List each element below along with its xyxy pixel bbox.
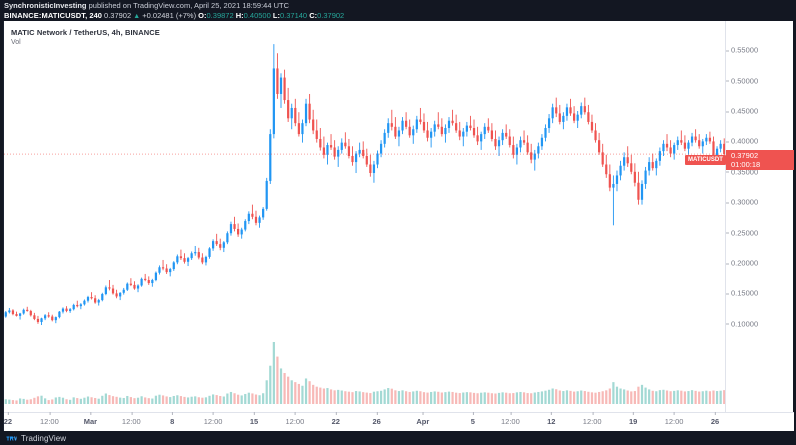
price-tick-label: 0.35000: [725, 167, 759, 177]
time-tick-label: 12: [547, 412, 556, 426]
attribution-line: SynchronisticInvesting published on Trad…: [4, 1, 796, 11]
time-tick-label: 12:00: [40, 412, 59, 426]
high-key: H:: [235, 11, 244, 20]
time-tick-label: Mar: [83, 412, 98, 426]
time-tick-label: 12:00: [121, 412, 141, 426]
price-axis[interactable]: 0.55000 0.50000 0.45000 0.40000 0.35000 0.300…: [725, 21, 794, 412]
close-value: 0.37902: [317, 11, 345, 20]
open-value: 0.39872: [206, 11, 234, 20]
price-plot-area[interactable]: [4, 21, 726, 412]
time-tick-label: 19: [629, 412, 638, 426]
attribution-header: SynchronisticInvesting published on Trad…: [0, 0, 796, 21]
current-price-value: 0.37902: [731, 151, 759, 161]
low-key: L:: [272, 11, 280, 20]
brand-name: TradingView: [21, 433, 67, 443]
attribution-author: SynchronisticInvesting: [4, 1, 87, 10]
time-tick-label: 22: [331, 412, 340, 426]
price-tick-label: 0.10000: [725, 319, 759, 329]
time-tick-label: 15: [249, 412, 259, 426]
symbol-price-tag[interactable]: MATICUSDT: [685, 155, 726, 166]
time-tick-label: 26: [372, 412, 381, 426]
price-tick-label: 0.50000: [725, 76, 759, 86]
attribution-rest: published on TradingView.com, April 25, …: [86, 1, 290, 10]
chart-pane[interactable]: MATIC Network / TetherUS, 4h, BINANCE Vo…: [3, 21, 794, 431]
high-value: 0.40500: [243, 11, 271, 20]
time-axis[interactable]: 22 12:00 Mar 12:00 8 12:00 15 12:00 22 26 Apr 5 12:0…: [4, 412, 794, 431]
low-value: 0.37140: [279, 11, 308, 20]
time-tick-label: 22: [3, 412, 13, 426]
branding-bar: TradingView: [0, 431, 796, 445]
open-key: O:: [198, 11, 207, 20]
candlestick-svg: [4, 44, 726, 404]
price-change-value: +0.02481 (+7%): [142, 11, 197, 20]
price-tick-label: 0.55000: [725, 45, 759, 55]
price-tick-label: 0.30000: [725, 197, 759, 207]
price-tick-label: 0.25000: [725, 228, 759, 238]
time-tick-label: 12:00: [664, 412, 684, 426]
time-tick-label: 8: [170, 412, 175, 426]
time-tick-label: 12:00: [203, 412, 223, 426]
tradingview-logo-icon: [6, 436, 17, 440]
last-price-value: 0.37902: [104, 11, 132, 20]
price-tick-label: 0.45000: [725, 106, 759, 116]
interval-label[interactable]: 240: [89, 11, 102, 20]
price-tick-label: 0.15000: [725, 288, 759, 298]
symbol-quote-line: BINANCE:MATICUSDT, 240 0.37902 ▲ +0.0248…: [4, 11, 796, 21]
current-price-badge[interactable]: 0.37902 01:00:18: [726, 150, 794, 171]
time-tick-label: 12:00: [501, 412, 520, 426]
time-tick-label: 26: [710, 412, 720, 426]
time-tick-label: Apr: [416, 412, 430, 426]
price-tick-label: 0.20000: [725, 258, 759, 268]
time-tick-label: 5: [470, 412, 475, 426]
price-up-arrow-icon: ▲: [133, 13, 141, 20]
bar-countdown-timer: 01:00:18: [731, 160, 761, 170]
time-tick-label: 12:00: [582, 412, 602, 426]
close-key: C:: [309, 11, 318, 20]
price-tick-label: 0.40000: [725, 136, 759, 146]
symbol-label[interactable]: BINANCE:MATICUSDT,: [4, 11, 88, 20]
time-tick-label: 12:00: [285, 412, 305, 426]
